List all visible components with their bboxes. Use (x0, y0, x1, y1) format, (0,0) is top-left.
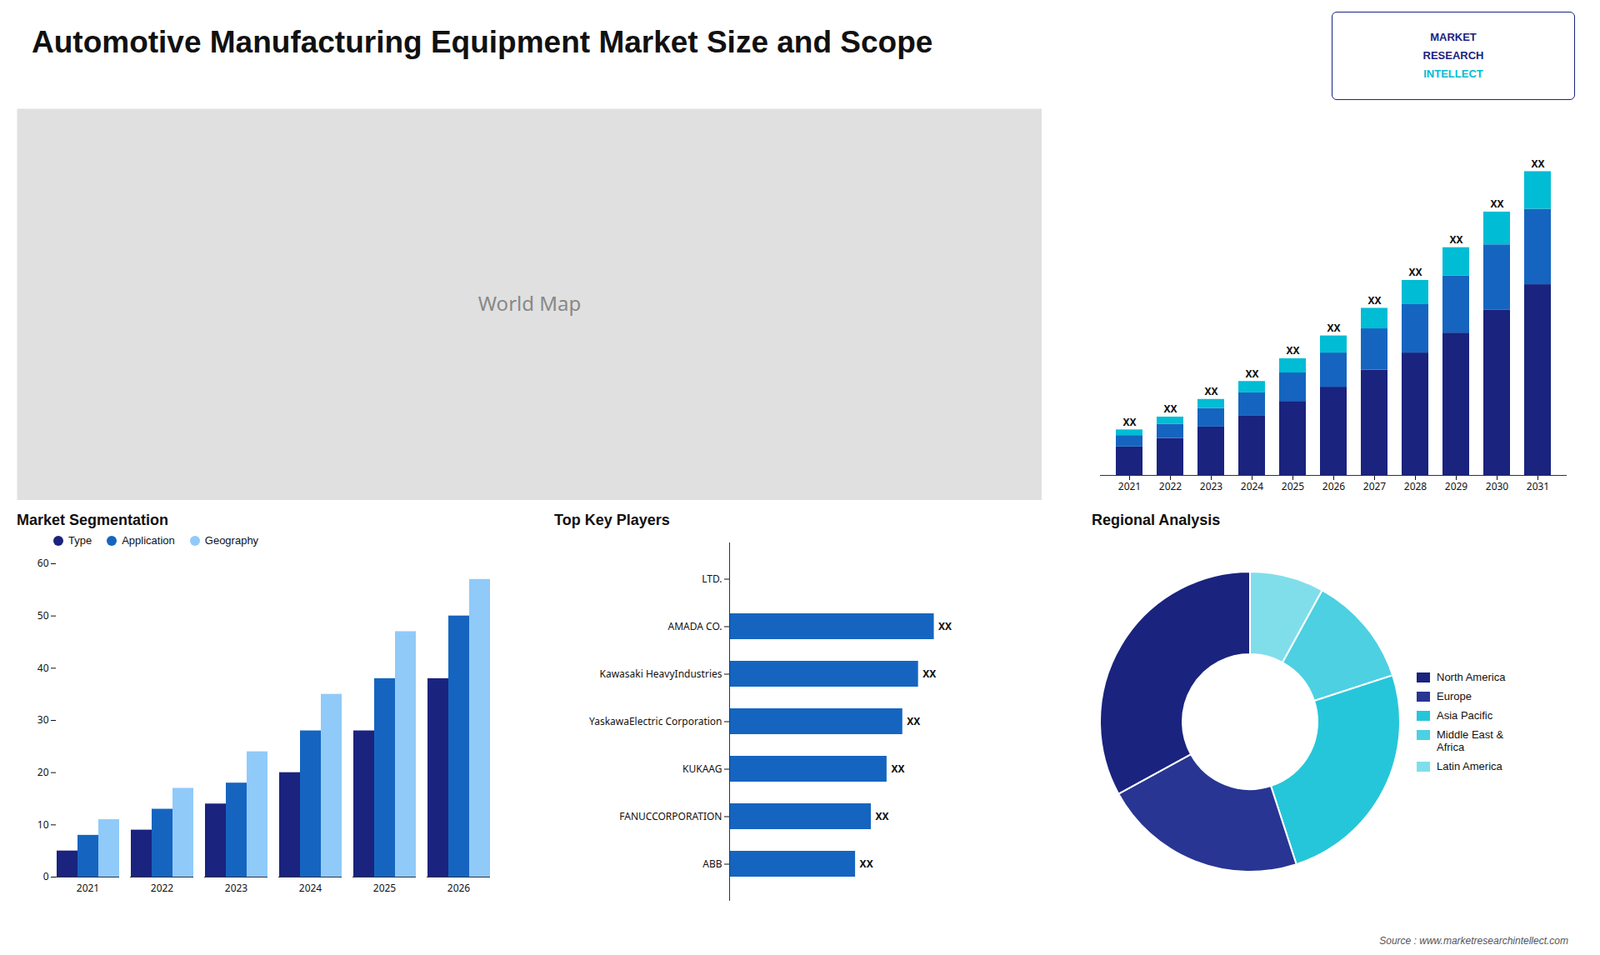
html-text:North America: North America (1436, 670, 1506, 684)
html-text:Middle East & Africa: Middle East & Africa (1436, 728, 1504, 754)
svg-text:10: 10 (37, 817, 50, 832)
svg-text:XX: XX (875, 809, 890, 824)
html-text:Type: Type (68, 534, 92, 547)
html-text:Application: Application (121, 534, 175, 547)
svg-text:2031: 2031 (1526, 479, 1550, 494)
svg-text:XX: XX (1163, 401, 1177, 416)
svg-text:2024: 2024 (1240, 479, 1265, 494)
html-text:Market Segmentation: Market Segmentation (16, 511, 169, 529)
svg-text:2023: 2023 (1200, 479, 1224, 494)
html-text:Geography: Geography (204, 534, 259, 547)
svg-text:2023: 2023 (225, 880, 249, 895)
svg-text:XX: XX (938, 619, 952, 634)
svg-text:Kawasaki HeavyIndustries: Kawasaki HeavyIndustries (600, 666, 723, 681)
svg-text:20: 20 (37, 765, 50, 780)
svg-text:XX: XX (1326, 320, 1340, 335)
svg-text:2021: 2021 (76, 880, 100, 895)
svg-text:KUKAAG: KUKAAG (682, 761, 722, 776)
html-text:Top Key Players: Top Key Players (554, 511, 670, 529)
html-text:MARKET: MARKET (1430, 30, 1477, 44)
html-text:Source : www.marketresearchint: Source : www.marketresearchintellect.com (1379, 935, 1569, 947)
svg-text:2029: 2029 (1445, 479, 1469, 494)
svg-text:XX: XX (922, 666, 936, 681)
svg-text:2030: 2030 (1485, 479, 1510, 494)
svg-text:AMADA CO.: AMADA CO. (668, 619, 723, 634)
svg-text:2025: 2025 (373, 880, 397, 895)
html-text:Automotive Manufacturing Equip: Automotive Manufacturing Equipment Marke… (31, 25, 933, 60)
svg-text:2026: 2026 (447, 880, 471, 895)
svg-text:XX: XX (1245, 366, 1259, 381)
svg-text:2025: 2025 (1281, 479, 1305, 494)
svg-text:2028: 2028 (1404, 479, 1428, 494)
svg-text:2022: 2022 (150, 880, 175, 895)
svg-text:XX: XX (1490, 196, 1504, 211)
svg-text:XX: XX (1530, 156, 1545, 171)
html-text:Asia Pacific: Asia Pacific (1436, 709, 1493, 722)
svg-text:XX: XX (1367, 293, 1381, 308)
svg-text:0: 0 (43, 869, 50, 884)
svg-text:XX: XX (906, 714, 920, 729)
svg-text:XX: XX (890, 761, 905, 776)
svg-text:XX: XX (1204, 384, 1218, 399)
html-text:Regional Analysis: Regional Analysis (1091, 511, 1221, 529)
svg-text:2027: 2027 (1363, 479, 1387, 494)
svg-text:YaskawaElectric Corporation: YaskawaElectric Corporation (589, 714, 723, 729)
html-text:Europe: Europe (1436, 690, 1472, 703)
svg-text:40: 40 (37, 660, 50, 675)
html-text:INTELLECT: INTELLECT (1423, 67, 1484, 80)
svg-text:50: 50 (37, 608, 50, 623)
svg-text:LTD.: LTD. (701, 571, 722, 586)
svg-text:XX: XX (1285, 343, 1300, 358)
svg-text:XX: XX (860, 856, 874, 871)
html-text:RESEARCH: RESEARCH (1422, 49, 1484, 62)
svg-text:2021: 2021 (1118, 479, 1141, 494)
svg-text:XX: XX (1408, 265, 1422, 280)
svg-text:ABB: ABB (702, 856, 722, 871)
svg-text:World Map: World Map (478, 289, 581, 317)
svg-text:FANUCCORPORATION: FANUCCORPORATION (619, 809, 722, 824)
svg-text:2024: 2024 (299, 880, 323, 895)
svg-text:60: 60 (37, 555, 50, 570)
svg-text:2026: 2026 (1322, 479, 1346, 494)
svg-text:XX: XX (1122, 415, 1136, 430)
html-text:Latin America: Latin America (1436, 760, 1503, 773)
svg-text:2022: 2022 (1159, 479, 1183, 494)
svg-text:30: 30 (37, 712, 50, 727)
svg-text:XX: XX (1449, 232, 1463, 247)
